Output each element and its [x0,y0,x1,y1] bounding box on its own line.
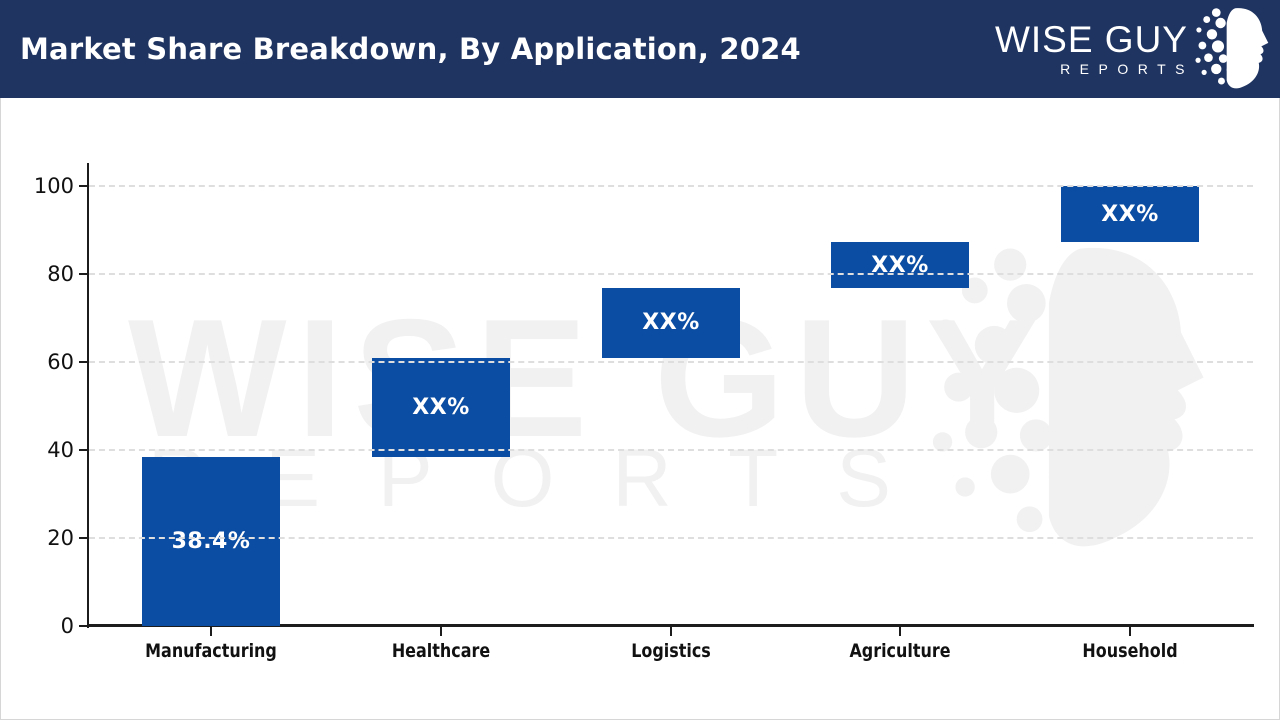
x-axis-label-manufacturing: Manufacturing [145,640,277,662]
x-tick-household [1129,627,1131,636]
gridline-40 [89,449,1253,451]
bar-value-label-logistics: XX% [642,310,700,336]
watermark-face-icon [932,247,1204,547]
y-tick-80 [79,273,88,275]
x-tick-manufacturing [210,627,212,636]
y-tick-label-0: 0 [60,614,74,638]
y-tick-0 [79,625,88,627]
logo-face-icon [1195,8,1269,89]
x-axis-label-healthcare: Healthcare [391,640,491,662]
bar-manufacturing: 38.4% [142,457,280,626]
bar-logistics: XX% [602,288,740,358]
y-tick-100 [79,185,88,187]
y-axis-line [87,163,89,628]
chart-title: Market Share Breakdown, By Application, … [20,32,801,66]
x-axis-label-household: Household [1082,640,1178,662]
gridline-100 [89,185,1253,187]
y-tick-label-80: 80 [47,262,74,286]
bar-healthcare: XX% [372,357,510,458]
y-tick-label-20: 20 [47,526,74,550]
wiseguy-logo: WISE GUY REPORTS [995,5,1270,93]
y-tick-label-40: 40 [47,438,74,462]
x-axis-label-logistics: Logistics [631,640,711,662]
bar-value-label-healthcare: XX% [412,394,470,420]
watermark-wordmark: WISE GUY [128,284,1049,472]
y-tick-label-100: 100 [33,174,74,198]
y-tick-label-60: 60 [47,350,74,374]
y-tick-20 [79,537,88,539]
gridline-60 [89,361,1253,363]
bar-agriculture: XX% [831,242,969,289]
x-tick-agriculture [899,627,901,636]
header-bar: Market Share Breakdown, By Application, … [0,0,1280,98]
y-tick-40 [79,449,88,451]
x-axis-label-agriculture: Agriculture [849,640,951,662]
bar-value-label-household: XX% [1101,201,1159,227]
logo-wordmark: WISE GUY [994,19,1188,60]
x-tick-logistics [670,627,672,636]
plot-area: 38.4% XX% XX% XX% XX% 0 20 40 60 80 100 Manufacturi… [0,98,1280,720]
x-axis-line [87,624,1254,627]
x-tick-healthcare [440,627,442,636]
gridline-80 [89,273,1253,275]
bar-value-label-manufacturing: 38.4% [171,529,251,554]
logo-text: WISE GUY REPORTS [994,19,1188,78]
logo-subtext: REPORTS [1060,61,1194,77]
y-tick-60 [79,361,88,363]
gridline-20 [89,537,1253,539]
bar-household: XX% [1061,186,1199,243]
